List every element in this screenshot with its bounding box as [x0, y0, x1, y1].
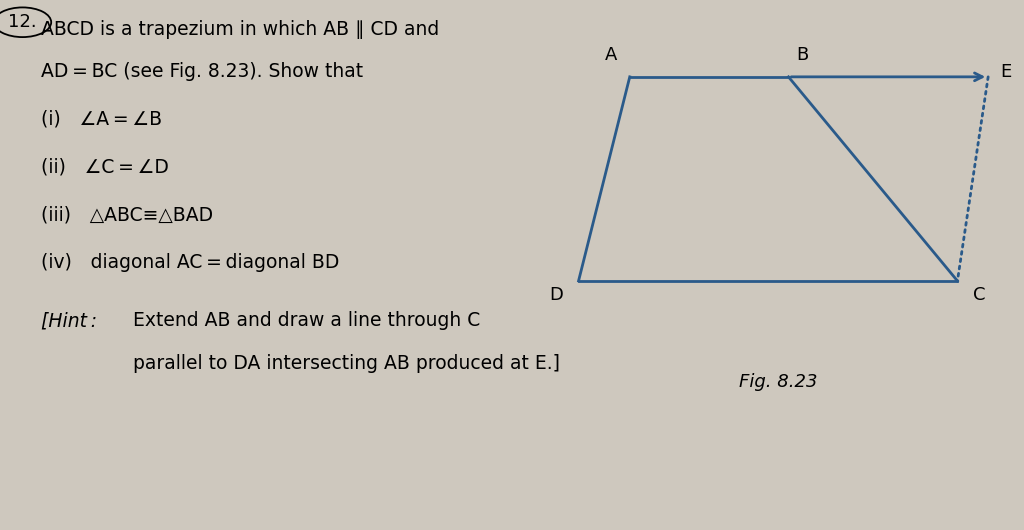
- Text: Fig. 8.23: Fig. 8.23: [739, 373, 817, 391]
- Text: D: D: [549, 286, 563, 304]
- Text: ABCD is a trapezium in which AB ∥ CD and: ABCD is a trapezium in which AB ∥ CD and: [41, 20, 439, 39]
- Text: (i) ∠A = ∠B: (i) ∠A = ∠B: [41, 110, 162, 129]
- Text: Extend AB and draw a line through C: Extend AB and draw a line through C: [133, 311, 480, 330]
- Text: (iii) △ABC≡△BAD: (iii) △ABC≡△BAD: [41, 205, 213, 224]
- Text: E: E: [1000, 63, 1012, 81]
- Text: (ii) ∠C = ∠D: (ii) ∠C = ∠D: [41, 157, 169, 176]
- Text: (iv) diagonal AC = diagonal BD: (iv) diagonal AC = diagonal BD: [41, 253, 339, 272]
- Text: [Hint :: [Hint :: [41, 311, 97, 330]
- Text: 12.: 12.: [8, 13, 37, 31]
- Text: B: B: [797, 46, 809, 64]
- Text: C: C: [973, 286, 985, 304]
- Text: parallel to DA intersecting AB produced at E.]: parallel to DA intersecting AB produced …: [133, 354, 560, 373]
- Text: AD = BC (see Fig. 8.23). Show that: AD = BC (see Fig. 8.23). Show that: [41, 62, 364, 81]
- Text: A: A: [605, 46, 617, 64]
